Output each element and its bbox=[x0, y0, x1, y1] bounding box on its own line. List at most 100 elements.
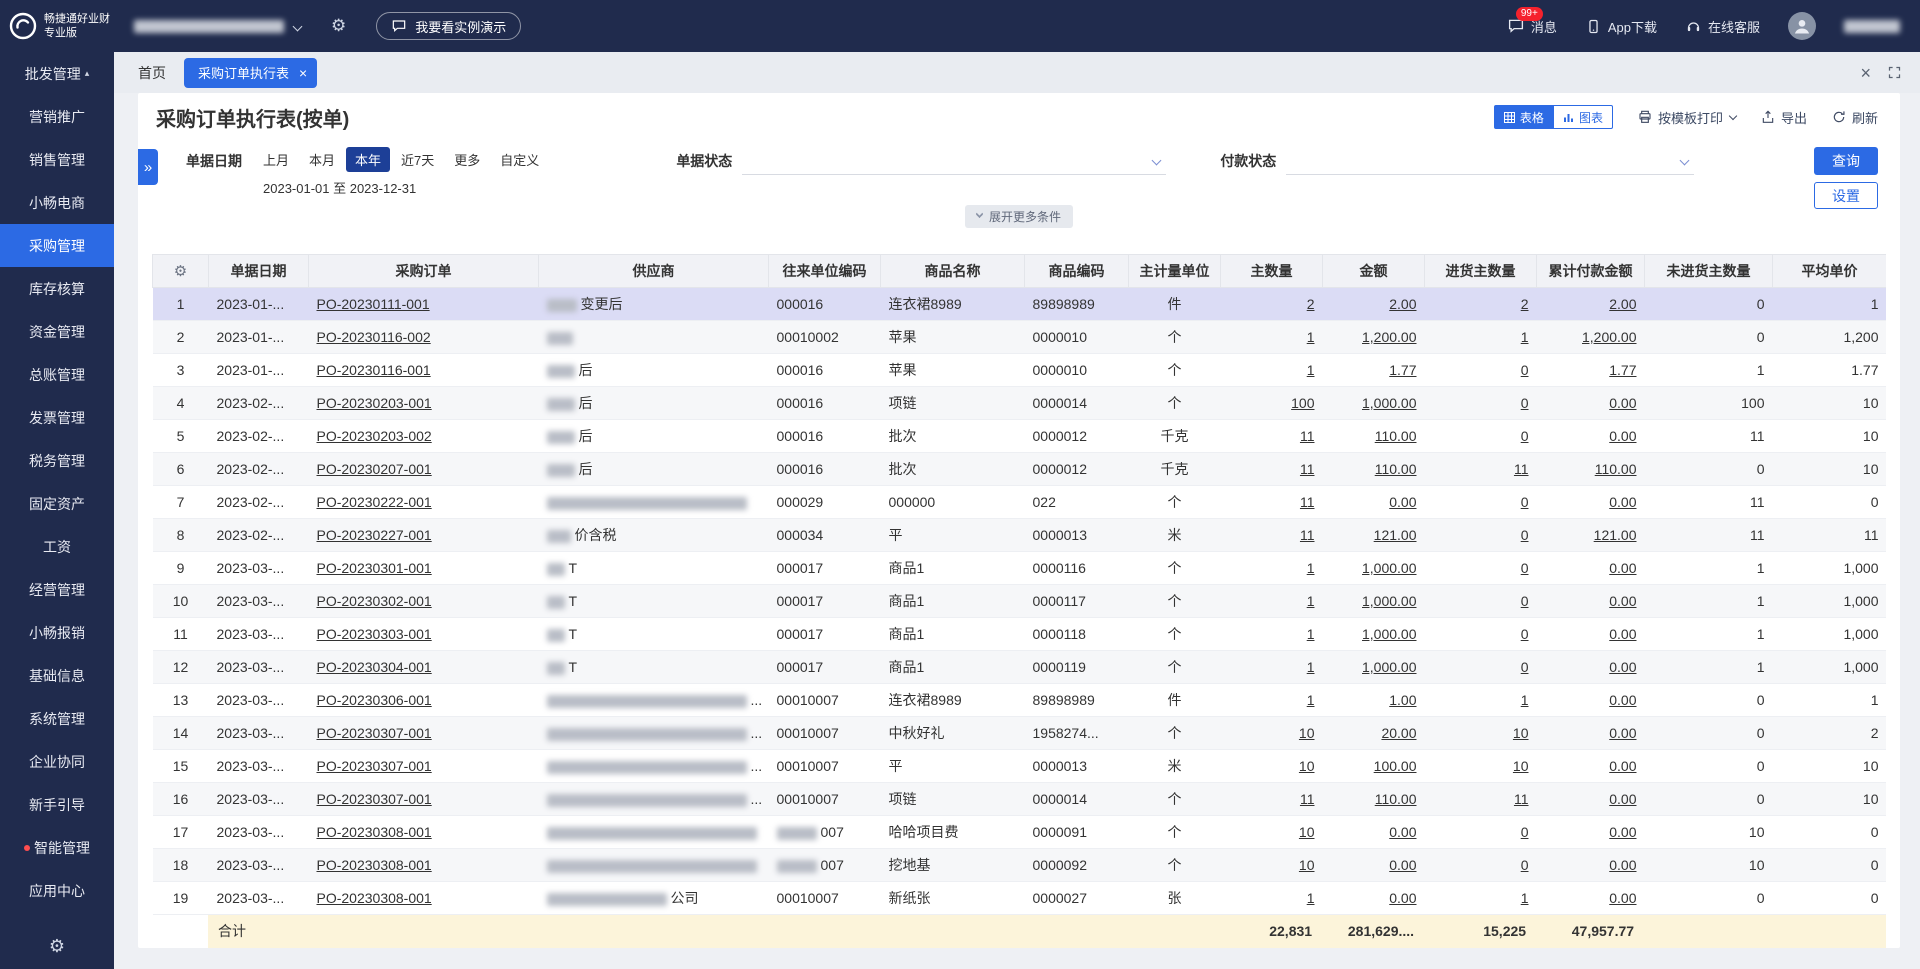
table-row[interactable]: 19 2023-03-... PO-20230308-001 公司 00010007 新纸… bbox=[152, 881, 1886, 915]
table-row[interactable]: 10 2023-03-... PO-20230302-001 T 000017 商品1 00… bbox=[152, 584, 1886, 618]
date-option[interactable]: 近7天 bbox=[401, 153, 435, 168]
po-link[interactable]: PO-20230207-001 bbox=[316, 461, 432, 477]
sidebar-item[interactable]: 采购管理 bbox=[0, 224, 114, 267]
in-qty-link[interactable]: 1 bbox=[1520, 692, 1529, 708]
column-header[interactable]: 单据日期 bbox=[208, 254, 309, 288]
amount-link[interactable]: 1,000.00 bbox=[1362, 626, 1417, 642]
paid-link[interactable]: 2.00 bbox=[1609, 296, 1637, 312]
qty-link[interactable]: 10 bbox=[1298, 824, 1315, 840]
po-link[interactable]: PO-20230222-001 bbox=[316, 494, 432, 510]
column-header[interactable]: 商品名称 bbox=[880, 254, 1025, 288]
po-link[interactable]: PO-20230307-001 bbox=[316, 791, 432, 807]
in-qty-link[interactable]: 0 bbox=[1520, 362, 1529, 378]
po-link[interactable]: PO-20230302-001 bbox=[316, 593, 432, 609]
amount-link[interactable]: 0.00 bbox=[1389, 824, 1417, 840]
column-header[interactable]: 供应商 bbox=[538, 254, 769, 288]
po-link[interactable]: PO-20230203-001 bbox=[316, 395, 432, 411]
table-row[interactable]: 4 2023-02-... PO-20230203-001 后 000016 项链 0000… bbox=[152, 386, 1886, 420]
table-row[interactable]: 17 2023-03-... PO-20230308-001 007 哈哈项目费 0000… bbox=[152, 815, 1886, 849]
table-row[interactable]: 2 2023-01-... PO-20230116-002 00010002 苹果 000… bbox=[152, 320, 1886, 354]
qty-link[interactable]: 1 bbox=[1306, 329, 1315, 345]
column-header[interactable]: 未进货主数量 bbox=[1644, 254, 1773, 288]
table-row[interactable]: 11 2023-03-... PO-20230303-001 T 000017 商品1 00… bbox=[152, 617, 1886, 651]
export-button[interactable]: 导出 bbox=[1760, 108, 1807, 127]
query-button[interactable]: 查询 bbox=[1814, 147, 1878, 175]
po-link[interactable]: PO-20230116-002 bbox=[316, 329, 431, 345]
sidebar-item[interactable]: 智能管理 bbox=[0, 826, 114, 869]
settings-button[interactable]: 设置 bbox=[1814, 182, 1878, 209]
amount-link[interactable]: 110.00 bbox=[1374, 791, 1417, 807]
sidebar-item[interactable]: 销售管理 bbox=[0, 138, 114, 181]
po-link[interactable]: PO-20230227-001 bbox=[316, 527, 432, 543]
sidebar-item[interactable]: 系统管理 bbox=[0, 697, 114, 740]
sidebar-item[interactable]: 税务管理 bbox=[0, 439, 114, 482]
po-link[interactable]: PO-20230306-001 bbox=[316, 692, 432, 708]
amount-link[interactable]: 1,000.00 bbox=[1362, 395, 1417, 411]
refresh-button[interactable]: 刷新 bbox=[1831, 108, 1878, 127]
sidebar-item[interactable]: 营销推广 bbox=[0, 95, 114, 138]
qty-link[interactable]: 10 bbox=[1298, 758, 1315, 774]
date-option[interactable]: 自定义 bbox=[500, 153, 540, 168]
table-row[interactable]: 3 2023-01-... PO-20230116-001 后 000016 苹果 0000… bbox=[152, 353, 1886, 387]
paid-link[interactable]: 0.00 bbox=[1609, 791, 1637, 807]
column-header[interactable]: 往来单位编码 bbox=[768, 254, 881, 288]
in-qty-link[interactable]: 0 bbox=[1520, 560, 1529, 576]
amount-link[interactable]: 0.00 bbox=[1389, 890, 1417, 906]
sidebar-item[interactable]: 库存核算 bbox=[0, 267, 114, 310]
po-link[interactable]: PO-20230203-002 bbox=[316, 428, 432, 444]
po-link[interactable]: PO-20230304-001 bbox=[316, 659, 432, 675]
amount-link[interactable]: 1.00 bbox=[1389, 692, 1417, 708]
paid-link[interactable]: 0.00 bbox=[1609, 593, 1637, 609]
amount-link[interactable]: 110.00 bbox=[1374, 428, 1417, 444]
date-range-value[interactable]: 2023-01-01 至 2023-12-31 bbox=[263, 181, 417, 196]
qty-link[interactable]: 1 bbox=[1306, 560, 1315, 576]
in-qty-link[interactable]: 1 bbox=[1520, 890, 1529, 906]
sidebar-item[interactable]: 小畅电商 bbox=[0, 181, 114, 224]
sidebar-item[interactable]: 应用中心 bbox=[0, 869, 114, 912]
tab-home[interactable]: 首页 bbox=[138, 64, 166, 81]
qty-link[interactable]: 11 bbox=[1299, 494, 1315, 510]
close-all-tabs-icon[interactable]: × bbox=[1860, 62, 1871, 83]
view-table-button[interactable]: 表格 bbox=[1493, 105, 1554, 129]
amount-link[interactable]: 100.00 bbox=[1373, 758, 1417, 774]
in-qty-link[interactable]: 10 bbox=[1512, 725, 1529, 741]
po-link[interactable]: PO-20230308-001 bbox=[316, 824, 432, 840]
amount-link[interactable]: 1,000.00 bbox=[1362, 593, 1417, 609]
in-qty-link[interactable]: 0 bbox=[1520, 824, 1529, 840]
payment-dropdown[interactable] bbox=[1286, 147, 1695, 175]
qty-link[interactable]: 1 bbox=[1306, 692, 1315, 708]
qty-link[interactable]: 10 bbox=[1298, 725, 1315, 741]
in-qty-link[interactable]: 2 bbox=[1520, 296, 1529, 312]
in-qty-link[interactable]: 11 bbox=[1513, 461, 1529, 477]
table-row[interactable]: 15 2023-03-... PO-20230307-001... 00010007 平… bbox=[152, 749, 1886, 783]
status-dropdown[interactable] bbox=[742, 147, 1167, 175]
in-qty-link[interactable]: 0 bbox=[1520, 626, 1529, 642]
sidebar-item[interactable]: 经营管理 bbox=[0, 568, 114, 611]
qty-link[interactable]: 1 bbox=[1306, 659, 1315, 675]
paid-link[interactable]: 0.00 bbox=[1609, 494, 1637, 510]
expand-filter-panel-button[interactable]: » bbox=[138, 149, 158, 185]
paid-link[interactable]: 1,200.00 bbox=[1582, 329, 1637, 345]
paid-link[interactable]: 110.00 bbox=[1594, 461, 1637, 477]
table-row[interactable]: 9 2023-03-... PO-20230301-001 T 000017 商品1 000… bbox=[152, 551, 1886, 585]
paid-link[interactable]: 0.00 bbox=[1609, 560, 1637, 576]
paid-link[interactable]: 1.77 bbox=[1609, 362, 1637, 378]
table-row[interactable]: 5 2023-02-... PO-20230203-002 后 000016 批次 0000… bbox=[152, 419, 1886, 453]
support-button[interactable]: 在线客服 bbox=[1685, 17, 1760, 36]
paid-link[interactable]: 0.00 bbox=[1609, 857, 1637, 873]
sidebar-settings-icon[interactable]: ⚙ bbox=[48, 935, 66, 956]
qty-link[interactable]: 2 bbox=[1306, 296, 1315, 312]
qty-link[interactable]: 11 bbox=[1299, 461, 1315, 477]
app-download-button[interactable]: App下载 bbox=[1585, 17, 1657, 36]
amount-link[interactable]: 20.00 bbox=[1381, 725, 1417, 741]
amount-link[interactable]: 0.00 bbox=[1389, 494, 1417, 510]
sidebar-item[interactable]: 基础信息 bbox=[0, 654, 114, 697]
paid-link[interactable]: 0.00 bbox=[1609, 824, 1637, 840]
po-link[interactable]: PO-20230111-001 bbox=[316, 296, 430, 312]
in-qty-link[interactable]: 0 bbox=[1520, 395, 1529, 411]
amount-link[interactable]: 110.00 bbox=[1374, 461, 1417, 477]
column-header[interactable]: 采购订单 bbox=[308, 254, 539, 288]
qty-link[interactable]: 1 bbox=[1306, 593, 1315, 609]
gear-icon[interactable]: ⚙ bbox=[173, 263, 188, 280]
table-row[interactable]: 8 2023-02-... PO-20230227-001 价含税 000034 平 000… bbox=[152, 518, 1886, 552]
